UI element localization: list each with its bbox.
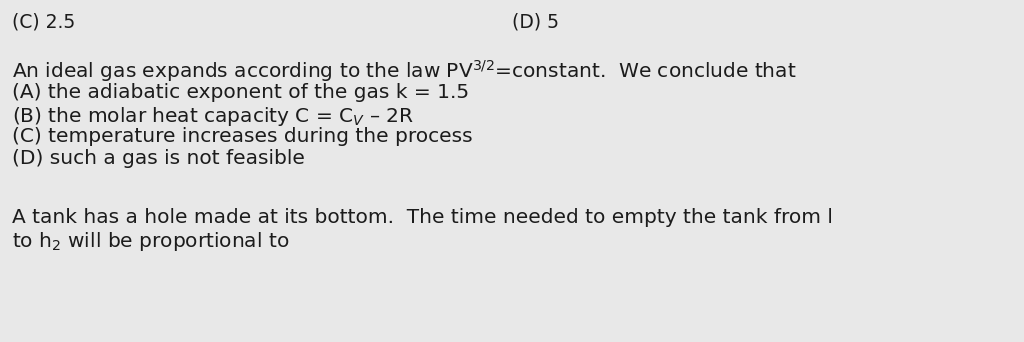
Text: (B) the molar heat capacity C = C$_{V}$ – 2R: (B) the molar heat capacity C = C$_{V}$ … — [12, 105, 415, 128]
Text: A tank has a hole made at its bottom.  The time needed to empty the tank from l: A tank has a hole made at its bottom. Th… — [12, 208, 833, 227]
Text: to h$_{2}$ will be proportional to: to h$_{2}$ will be proportional to — [12, 230, 290, 253]
Text: An ideal gas expands according to the law PV$^{3/2}$=constant.  We conclude that: An ideal gas expands according to the la… — [12, 58, 797, 84]
Text: (C) 2.5: (C) 2.5 — [12, 12, 75, 31]
Text: (D) 5: (D) 5 — [512, 12, 559, 31]
Text: (D) such a gas is not feasible: (D) such a gas is not feasible — [12, 149, 305, 168]
Text: (A) the adiabatic exponent of the gas k = 1.5: (A) the adiabatic exponent of the gas k … — [12, 83, 469, 102]
Text: (C) temperature increases during the process: (C) temperature increases during the pro… — [12, 127, 473, 146]
